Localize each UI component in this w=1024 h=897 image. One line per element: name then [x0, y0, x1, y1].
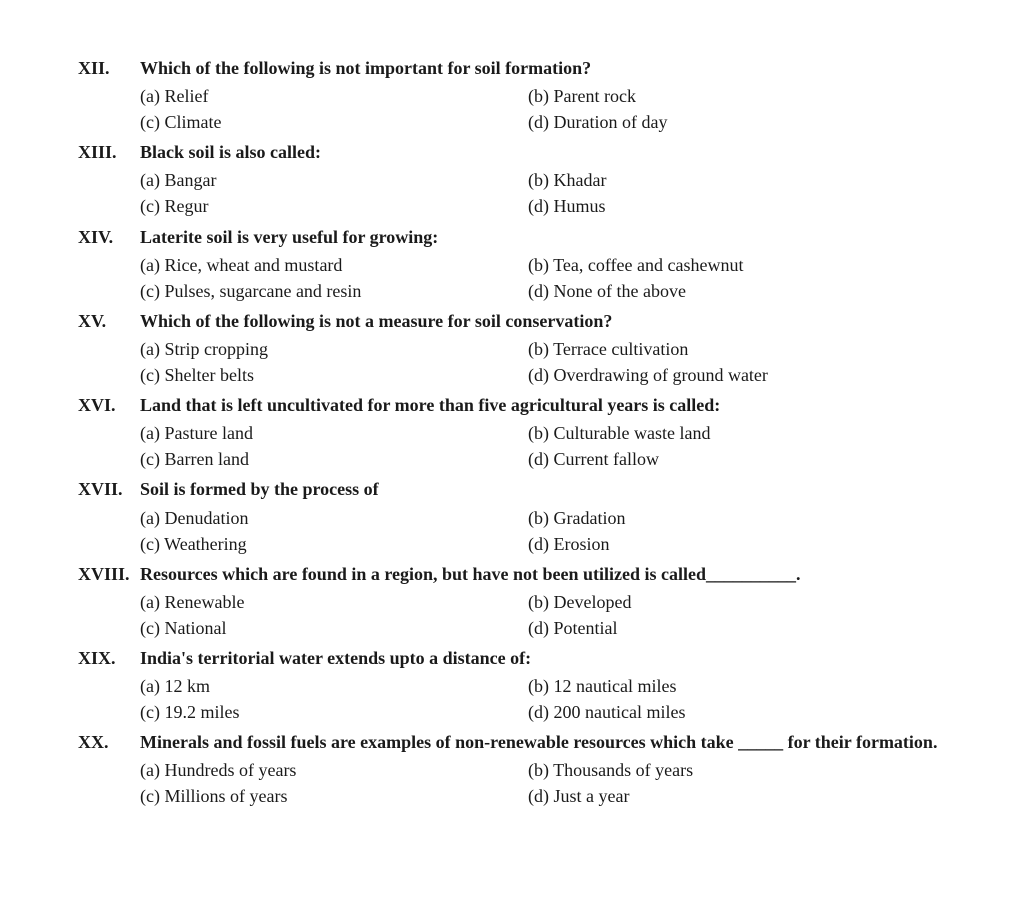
option-c: (c) National: [140, 615, 520, 641]
options-grid: (a) Pasture land (b) Culturable waste la…: [140, 420, 984, 472]
option-d: (d) Humus: [528, 193, 984, 219]
option-a: (a) Relief: [140, 83, 520, 109]
option-d: (d) Erosion: [528, 531, 984, 557]
option-b: (b) Tea, coffee and cashewnut: [528, 252, 984, 278]
question-text: Laterite soil is very useful for growing…: [140, 224, 984, 250]
options-grid: (a) 12 km (b) 12 nautical miles (c) 19.2…: [140, 673, 984, 725]
option-d: (d) None of the above: [528, 278, 984, 304]
question-content: Laterite soil is very useful for growing…: [140, 224, 984, 306]
option-a: (a) 12 km: [140, 673, 520, 699]
question-number: XIII.: [78, 139, 140, 221]
options-grid: (a) Relief (b) Parent rock (c) Climate (…: [140, 83, 984, 135]
question-content: Black soil is also called: (a) Bangar (b…: [140, 139, 984, 221]
question-13: XIII. Black soil is also called: (a) Ban…: [78, 139, 984, 221]
question-text: Minerals and fossil fuels are examples o…: [140, 729, 984, 755]
question-number: XVII.: [78, 476, 140, 558]
question-text: Which of the following is not a measure …: [140, 308, 984, 334]
question-content: Resources which are found in a region, b…: [140, 561, 984, 643]
question-text: Land that is left uncultivated for more …: [140, 392, 984, 418]
option-c: (c) 19.2 miles: [140, 699, 520, 725]
question-content: Which of the following is not a measure …: [140, 308, 984, 390]
option-a: (a) Renewable: [140, 589, 520, 615]
question-number: XIV.: [78, 224, 140, 306]
question-17: XVII. Soil is formed by the process of (…: [78, 476, 984, 558]
option-a: (a) Hundreds of years: [140, 757, 520, 783]
options-grid: (a) Strip cropping (b) Terrace cultivati…: [140, 336, 984, 388]
question-12: XII. Which of the following is not impor…: [78, 55, 984, 137]
option-c: (c) Millions of years: [140, 783, 520, 809]
option-b: (b) 12 nautical miles: [528, 673, 984, 699]
option-c: (c) Shelter belts: [140, 362, 520, 388]
options-grid: (a) Bangar (b) Khadar (c) Regur (d) Humu…: [140, 167, 984, 219]
options-grid: (a) Renewable (b) Developed (c) National…: [140, 589, 984, 641]
question-text: India's territorial water extends upto a…: [140, 645, 984, 671]
question-number: XIX.: [78, 645, 140, 727]
question-content: Which of the following is not important …: [140, 55, 984, 137]
question-text: Soil is formed by the process of: [140, 476, 984, 502]
option-c: (c) Barren land: [140, 446, 520, 472]
option-a: (a) Strip cropping: [140, 336, 520, 362]
question-content: Land that is left uncultivated for more …: [140, 392, 984, 474]
question-text: Resources which are found in a region, b…: [140, 561, 984, 587]
option-b: (b) Developed: [528, 589, 984, 615]
question-content: Soil is formed by the process of (a) Den…: [140, 476, 984, 558]
question-content: Minerals and fossil fuels are examples o…: [140, 729, 984, 811]
option-d: (d) Duration of day: [528, 109, 984, 135]
question-number: XII.: [78, 55, 140, 137]
options-grid: (a) Denudation (b) Gradation (c) Weather…: [140, 505, 984, 557]
option-a: (a) Denudation: [140, 505, 520, 531]
options-grid: (a) Hundreds of years (b) Thousands of y…: [140, 757, 984, 809]
question-number: XV.: [78, 308, 140, 390]
question-number: XVIII.: [78, 561, 140, 643]
option-b: (b) Gradation: [528, 505, 984, 531]
option-d: (d) Potential: [528, 615, 984, 641]
option-b: (b) Thousands of years: [528, 757, 984, 783]
question-text: Which of the following is not important …: [140, 55, 984, 81]
question-19: XIX. India's territorial water extends u…: [78, 645, 984, 727]
question-14: XIV. Laterite soil is very useful for gr…: [78, 224, 984, 306]
option-b: (b) Culturable waste land: [528, 420, 984, 446]
option-b: (b) Parent rock: [528, 83, 984, 109]
question-number: XX.: [78, 729, 140, 811]
option-c: (c) Climate: [140, 109, 520, 135]
option-d: (d) 200 nautical miles: [528, 699, 984, 725]
option-d: (d) Just a year: [528, 783, 984, 809]
option-a: (a) Rice, wheat and mustard: [140, 252, 520, 278]
question-content: India's territorial water extends upto a…: [140, 645, 984, 727]
question-16: XVI. Land that is left uncultivated for …: [78, 392, 984, 474]
question-text: Black soil is also called:: [140, 139, 984, 165]
option-d: (d) Current fallow: [528, 446, 984, 472]
option-d: (d) Overdrawing of ground water: [528, 362, 984, 388]
option-b: (b) Khadar: [528, 167, 984, 193]
option-b: (b) Terrace cultivation: [528, 336, 984, 362]
question-20: XX. Minerals and fossil fuels are exampl…: [78, 729, 984, 811]
option-a: (a) Pasture land: [140, 420, 520, 446]
option-c: (c) Weathering: [140, 531, 520, 557]
question-number: XVI.: [78, 392, 140, 474]
question-15: XV. Which of the following is not a meas…: [78, 308, 984, 390]
options-grid: (a) Rice, wheat and mustard (b) Tea, cof…: [140, 252, 984, 304]
option-c: (c) Pulses, sugarcane and resin: [140, 278, 520, 304]
option-a: (a) Bangar: [140, 167, 520, 193]
question-18: XVIII. Resources which are found in a re…: [78, 561, 984, 643]
option-c: (c) Regur: [140, 193, 520, 219]
